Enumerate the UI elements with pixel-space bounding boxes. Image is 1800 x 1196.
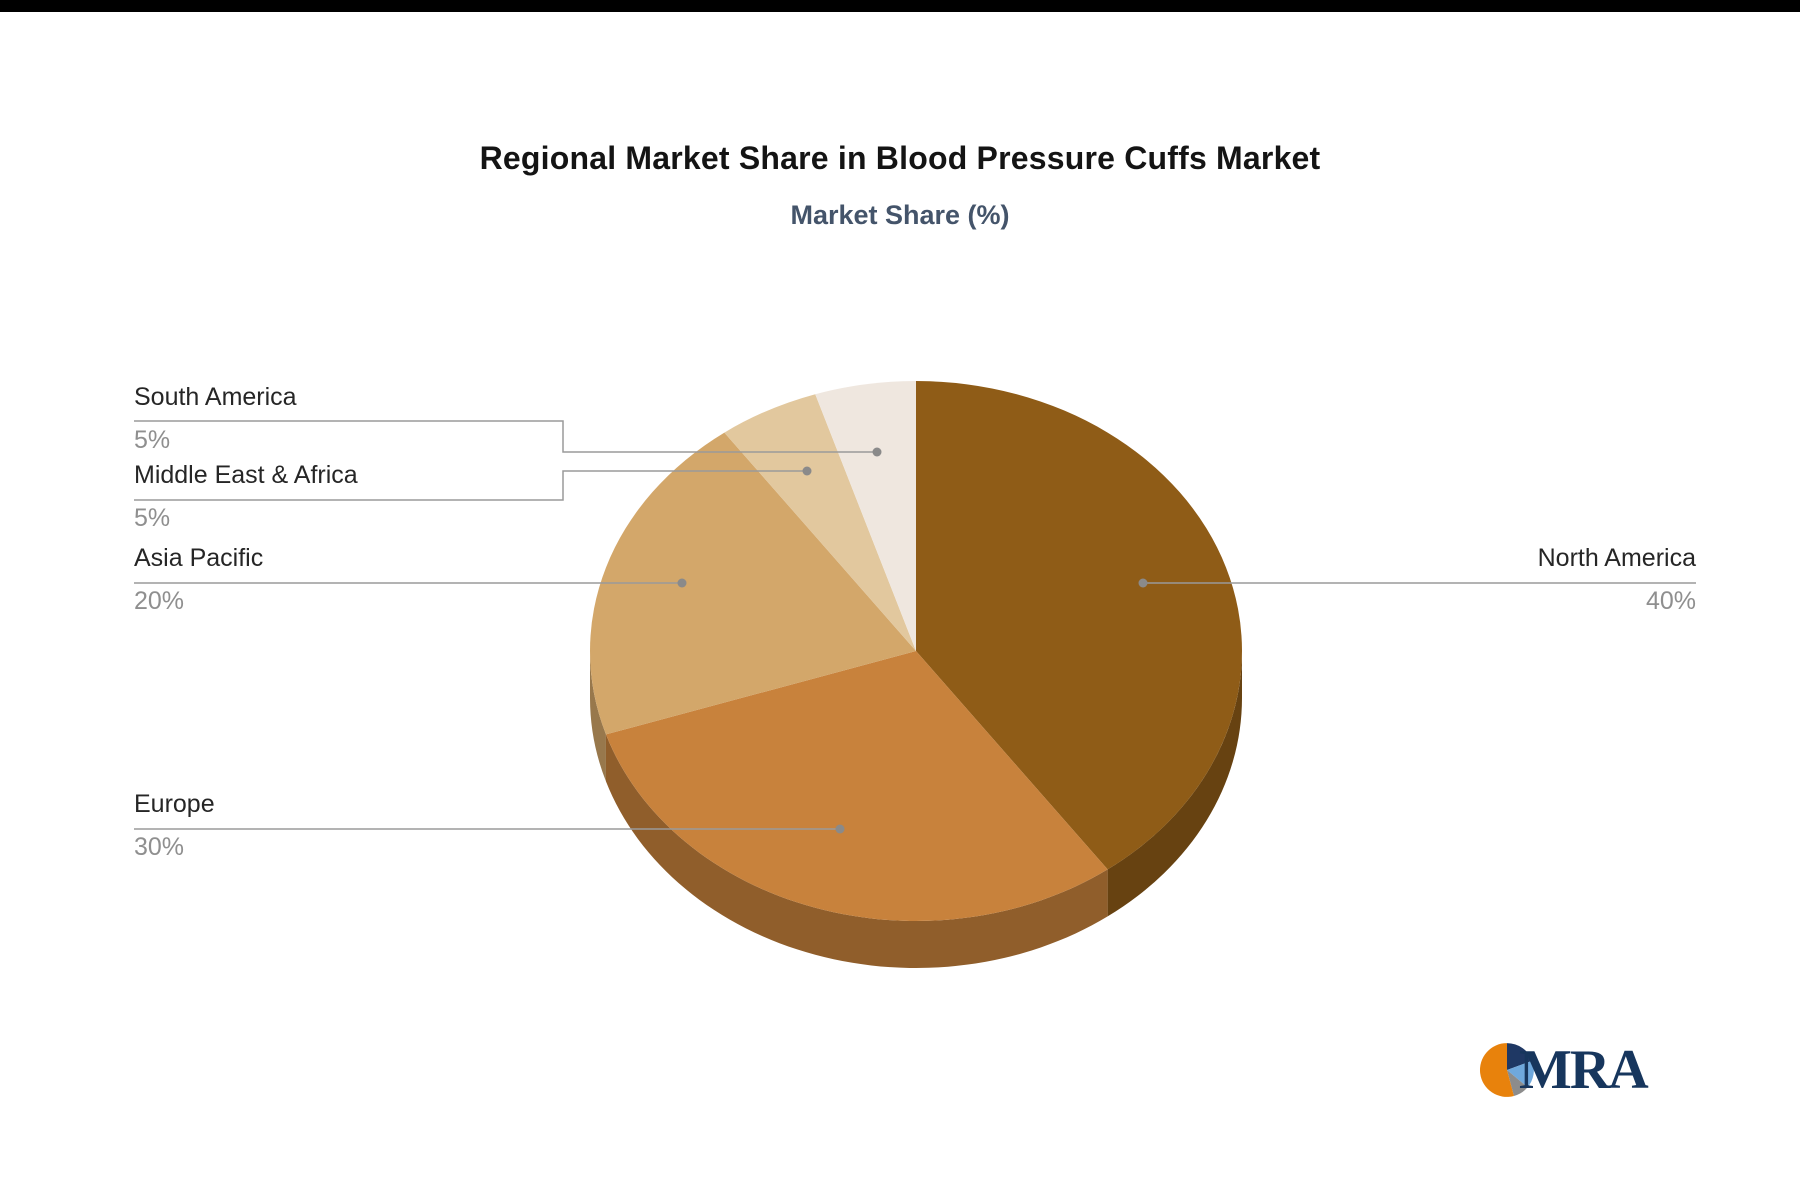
- leader-line-dot: [1138, 578, 1148, 588]
- leader-line-dot: [677, 578, 687, 588]
- pie-icon-slice-blue: [1507, 1060, 1534, 1088]
- pie-icon-slice-gray: [1507, 1070, 1528, 1096]
- callout-label: North America: [1537, 544, 1696, 572]
- callout-label: South America: [134, 383, 297, 411]
- leader-line-dot: [835, 824, 845, 834]
- pie-slice-asia-pacific[interactable]: [590, 432, 916, 735]
- pie-slice-middle-east-africa[interactable]: [724, 394, 916, 651]
- callout-label: Asia Pacific: [134, 544, 264, 572]
- top-border-bar: [0, 0, 1800, 12]
- leader-line-dot: [872, 447, 882, 457]
- callout-label: Middle East & Africa: [134, 461, 358, 489]
- callout-middle-east-africa: Middle East & Africa 5%: [134, 461, 358, 532]
- callout-europe: Europe 30%: [134, 790, 215, 861]
- pie-slices: [590, 381, 1243, 921]
- pie-icon: [1479, 1043, 1534, 1097]
- chart-subtitle: Market Share (%): [790, 200, 1010, 230]
- chart-title: Regional Market Share in Blood Pressure …: [479, 140, 1321, 176]
- callout-label: Europe: [134, 790, 215, 818]
- callout-value: 40%: [1645, 587, 1696, 615]
- callout-asia-pacific: Asia Pacific 20%: [134, 544, 263, 615]
- pie-slice-north-america[interactable]: [916, 381, 1243, 870]
- pie-slice-wall-europe: [605, 734, 1108, 968]
- mra-logo: MRA: [1478, 1038, 1649, 1102]
- callout-value: 5%: [134, 426, 171, 454]
- pie-slice-wall-north-america: [1107, 651, 1242, 917]
- callout-value: 20%: [134, 587, 185, 615]
- leader-line: [134, 470, 807, 501]
- pie-icon-slice-orange: [1479, 1043, 1514, 1097]
- pie-3d-walls: [590, 651, 1242, 968]
- pie-slice-europe[interactable]: [605, 651, 1108, 921]
- callout-north-america: North America 40%: [1300, 544, 1696, 615]
- pie-icon-slice-navy: [1507, 1043, 1533, 1070]
- leader-line: [134, 420, 877, 453]
- leader-line-dot: [802, 466, 812, 476]
- pie-slice-south-america[interactable]: [815, 381, 916, 651]
- logo-text: MRA: [1519, 1039, 1649, 1101]
- callout-value: 30%: [134, 833, 185, 861]
- callout-value: 5%: [134, 504, 171, 532]
- pie-slice-wall-asia-pacific: [590, 651, 606, 782]
- leader-lines: [134, 420, 1696, 834]
- callout-south-america: South America 5%: [134, 383, 297, 454]
